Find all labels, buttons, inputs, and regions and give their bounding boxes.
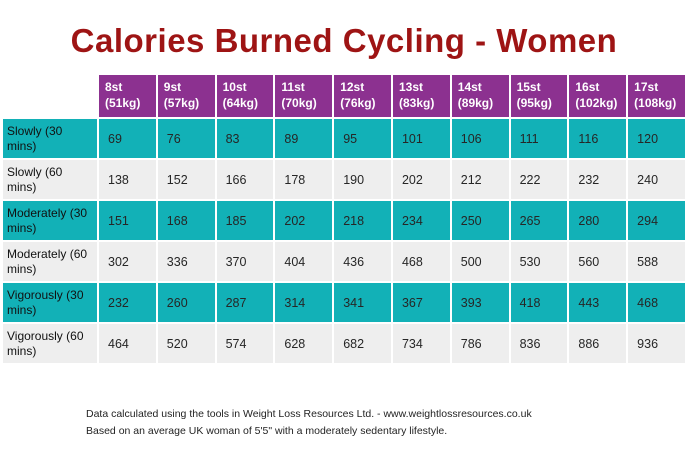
calorie-cell: 734: [392, 324, 450, 363]
calorie-cell: 101: [392, 119, 450, 158]
calorie-cell: 76: [157, 119, 215, 158]
calorie-cell: 190: [334, 160, 391, 199]
row-label: Slowly (60 mins): [3, 160, 97, 199]
calorie-cell: 152: [157, 160, 215, 199]
calorie-cell: 468: [628, 283, 685, 322]
calorie-cell: 370: [216, 242, 274, 281]
calorie-cell: 468: [392, 242, 450, 281]
calorie-cell: 314: [275, 283, 333, 322]
calorie-cell: 202: [392, 160, 450, 199]
calorie-cell: 166: [216, 160, 274, 199]
calorie-cell: 294: [628, 201, 685, 240]
calorie-cell: 628: [275, 324, 333, 363]
table-row: Vigorously (30 mins) 232 260 287 314 341…: [3, 283, 685, 322]
calorie-cell: 185: [216, 201, 274, 240]
footer-line-1: Data calculated using the tools in Weigh…: [86, 408, 532, 420]
calorie-cell: 212: [451, 160, 509, 199]
table-header-row: 8st (51kg) 9st (57kg) 10st (64kg) 11st (…: [3, 75, 685, 117]
table-row: Vigorously (60 mins) 464 520 574 628 682…: [3, 324, 685, 363]
calorie-cell: 836: [510, 324, 568, 363]
calorie-cell: 404: [275, 242, 333, 281]
column-header-8st: 8st (51kg): [99, 75, 156, 117]
calorie-cell: 69: [99, 119, 156, 158]
column-header-16st: 16st (102kg): [569, 75, 627, 117]
calorie-cell: 265: [510, 201, 568, 240]
footer-credit: Data calculated using the tools in Weigh…: [86, 406, 688, 441]
calorie-cell: 232: [99, 283, 156, 322]
calorie-cell: 367: [392, 283, 450, 322]
column-header-15st: 15st (95kg): [510, 75, 568, 117]
calorie-cell: 443: [569, 283, 627, 322]
row-label: Vigorously (30 mins): [3, 283, 97, 322]
calorie-cell: 464: [99, 324, 156, 363]
calorie-cell: 786: [451, 324, 509, 363]
calorie-cell: 520: [157, 324, 215, 363]
column-header-10st: 10st (64kg): [216, 75, 274, 117]
calorie-cell: 151: [99, 201, 156, 240]
calorie-cell: 341: [334, 283, 391, 322]
calorie-cell: 218: [334, 201, 391, 240]
calorie-cell: 202: [275, 201, 333, 240]
corner-cell: [3, 75, 97, 117]
calorie-cell: 530: [510, 242, 568, 281]
calorie-cell: 418: [510, 283, 568, 322]
calorie-cell: 83: [216, 119, 274, 158]
calorie-cell: 588: [628, 242, 685, 281]
calorie-cell: 682: [334, 324, 391, 363]
calorie-cell: 260: [157, 283, 215, 322]
table-row: Slowly (30 mins) 69 76 83 89 95 101 106 …: [3, 119, 685, 158]
calorie-cell: 116: [569, 119, 627, 158]
calorie-cell: 886: [569, 324, 627, 363]
calorie-cell: 95: [334, 119, 391, 158]
calorie-cell: 240: [628, 160, 685, 199]
calorie-cell: 168: [157, 201, 215, 240]
calorie-cell: 106: [451, 119, 509, 158]
calorie-cell: 111: [510, 119, 568, 158]
column-header-14st: 14st (89kg): [451, 75, 509, 117]
calorie-cell: 500: [451, 242, 509, 281]
calorie-cell: 178: [275, 160, 333, 199]
calorie-cell: 436: [334, 242, 391, 281]
row-label: Vigorously (60 mins): [3, 324, 97, 363]
calorie-cell: 138: [99, 160, 156, 199]
column-header-17st: 17st (108kg): [628, 75, 685, 117]
page-title: Calories Burned Cycling - Women: [70, 22, 618, 59]
column-header-13st: 13st (83kg): [392, 75, 450, 117]
calorie-cell: 120: [628, 119, 685, 158]
calorie-cell: 560: [569, 242, 627, 281]
calorie-cell: 336: [157, 242, 215, 281]
calorie-cell: 936: [628, 324, 685, 363]
footer-line-2: Based on an average UK woman of 5'5" wit…: [86, 425, 448, 438]
calorie-cell: 250: [451, 201, 509, 240]
calorie-cell: 280: [569, 201, 627, 240]
calorie-cell: 234: [392, 201, 450, 240]
row-label: Moderately (30 mins): [3, 201, 97, 240]
calorie-cell: 393: [451, 283, 509, 322]
calorie-cell: 302: [99, 242, 156, 281]
calorie-cell: 222: [510, 160, 568, 199]
row-label: Slowly (30 mins): [3, 119, 97, 158]
column-header-12st: 12st (76kg): [334, 75, 391, 117]
calories-table: 8st (51kg) 9st (57kg) 10st (64kg) 11st (…: [1, 73, 687, 365]
calorie-cell: 89: [275, 119, 333, 158]
column-header-9st: 9st (57kg): [157, 75, 215, 117]
table-row: Slowly (60 mins) 138 152 166 178 190 202…: [3, 160, 685, 199]
row-label: Moderately (60 mins): [3, 242, 97, 281]
calorie-cell: 287: [216, 283, 274, 322]
table-row: Moderately (30 mins) 151 168 185 202 218…: [3, 201, 685, 240]
calorie-cell: 232: [569, 160, 627, 199]
column-header-11st: 11st (70kg): [275, 75, 333, 117]
calorie-cell: 574: [216, 324, 274, 363]
table-row: Moderately (60 mins) 302 336 370 404 436…: [3, 242, 685, 281]
